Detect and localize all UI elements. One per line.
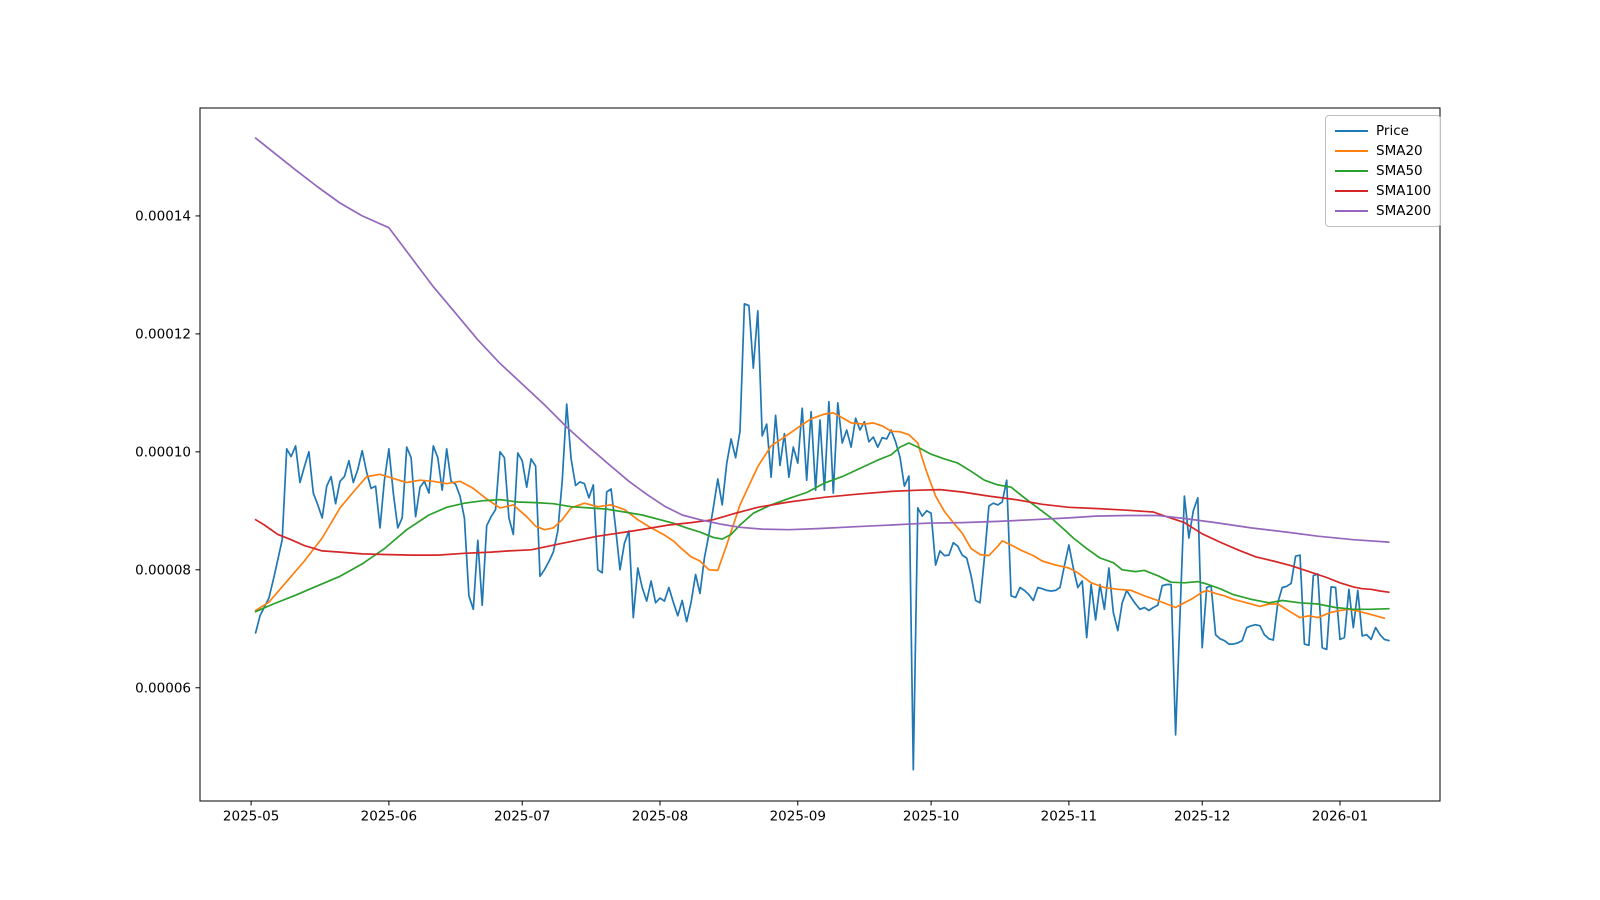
x-tick-label: 2025-11 xyxy=(1041,809,1097,825)
legend: Price SMA20 SMA50 SMA100 SMA200 xyxy=(1325,115,1442,227)
x-tick-label: 2025-09 xyxy=(770,809,826,825)
x-tick-label: 2025-07 xyxy=(494,809,550,825)
x-tick-label: 2025-12 xyxy=(1174,809,1230,825)
sma50-line xyxy=(254,442,1390,613)
legend-label: SMA50 xyxy=(1376,163,1423,179)
x-tick-label: 2025-08 xyxy=(632,809,688,825)
sma200-line xyxy=(254,137,1390,543)
legend-label: Price xyxy=(1376,123,1409,139)
sma100-line xyxy=(254,488,1390,594)
y-tick-label: 0.00012 xyxy=(135,326,191,342)
legend-line-swatch xyxy=(1335,170,1368,172)
legend-line-swatch xyxy=(1335,150,1368,152)
legend-label: SMA200 xyxy=(1376,203,1432,219)
legend-item-price: Price xyxy=(1335,121,1431,141)
price-line xyxy=(254,302,1390,771)
x-tick-label: 2025-06 xyxy=(361,809,417,825)
y-tick-label: 0.00008 xyxy=(135,562,191,578)
axes-frame xyxy=(199,107,1441,802)
y-tick-label: 0.00006 xyxy=(135,680,191,696)
legend-label: SMA100 xyxy=(1376,183,1432,199)
x-tick-label: 2025-10 xyxy=(903,809,959,825)
legend-line-swatch xyxy=(1335,130,1368,132)
sma20-line xyxy=(254,412,1386,620)
x-tick-label: 2026-01 xyxy=(1312,809,1368,825)
y-tick-label: 0.00014 xyxy=(135,208,191,224)
legend-item-sma200: SMA200 xyxy=(1335,201,1431,221)
legend-line-swatch xyxy=(1335,210,1368,212)
y-tick-label: 0.00010 xyxy=(135,444,191,460)
legend-item-sma50: SMA50 xyxy=(1335,161,1431,181)
legend-item-sma20: SMA20 xyxy=(1335,141,1431,161)
legend-label: SMA20 xyxy=(1376,143,1423,159)
legend-line-swatch xyxy=(1335,190,1368,192)
legend-item-sma100: SMA100 xyxy=(1335,181,1431,201)
x-tick-label: 2025-05 xyxy=(223,809,279,825)
